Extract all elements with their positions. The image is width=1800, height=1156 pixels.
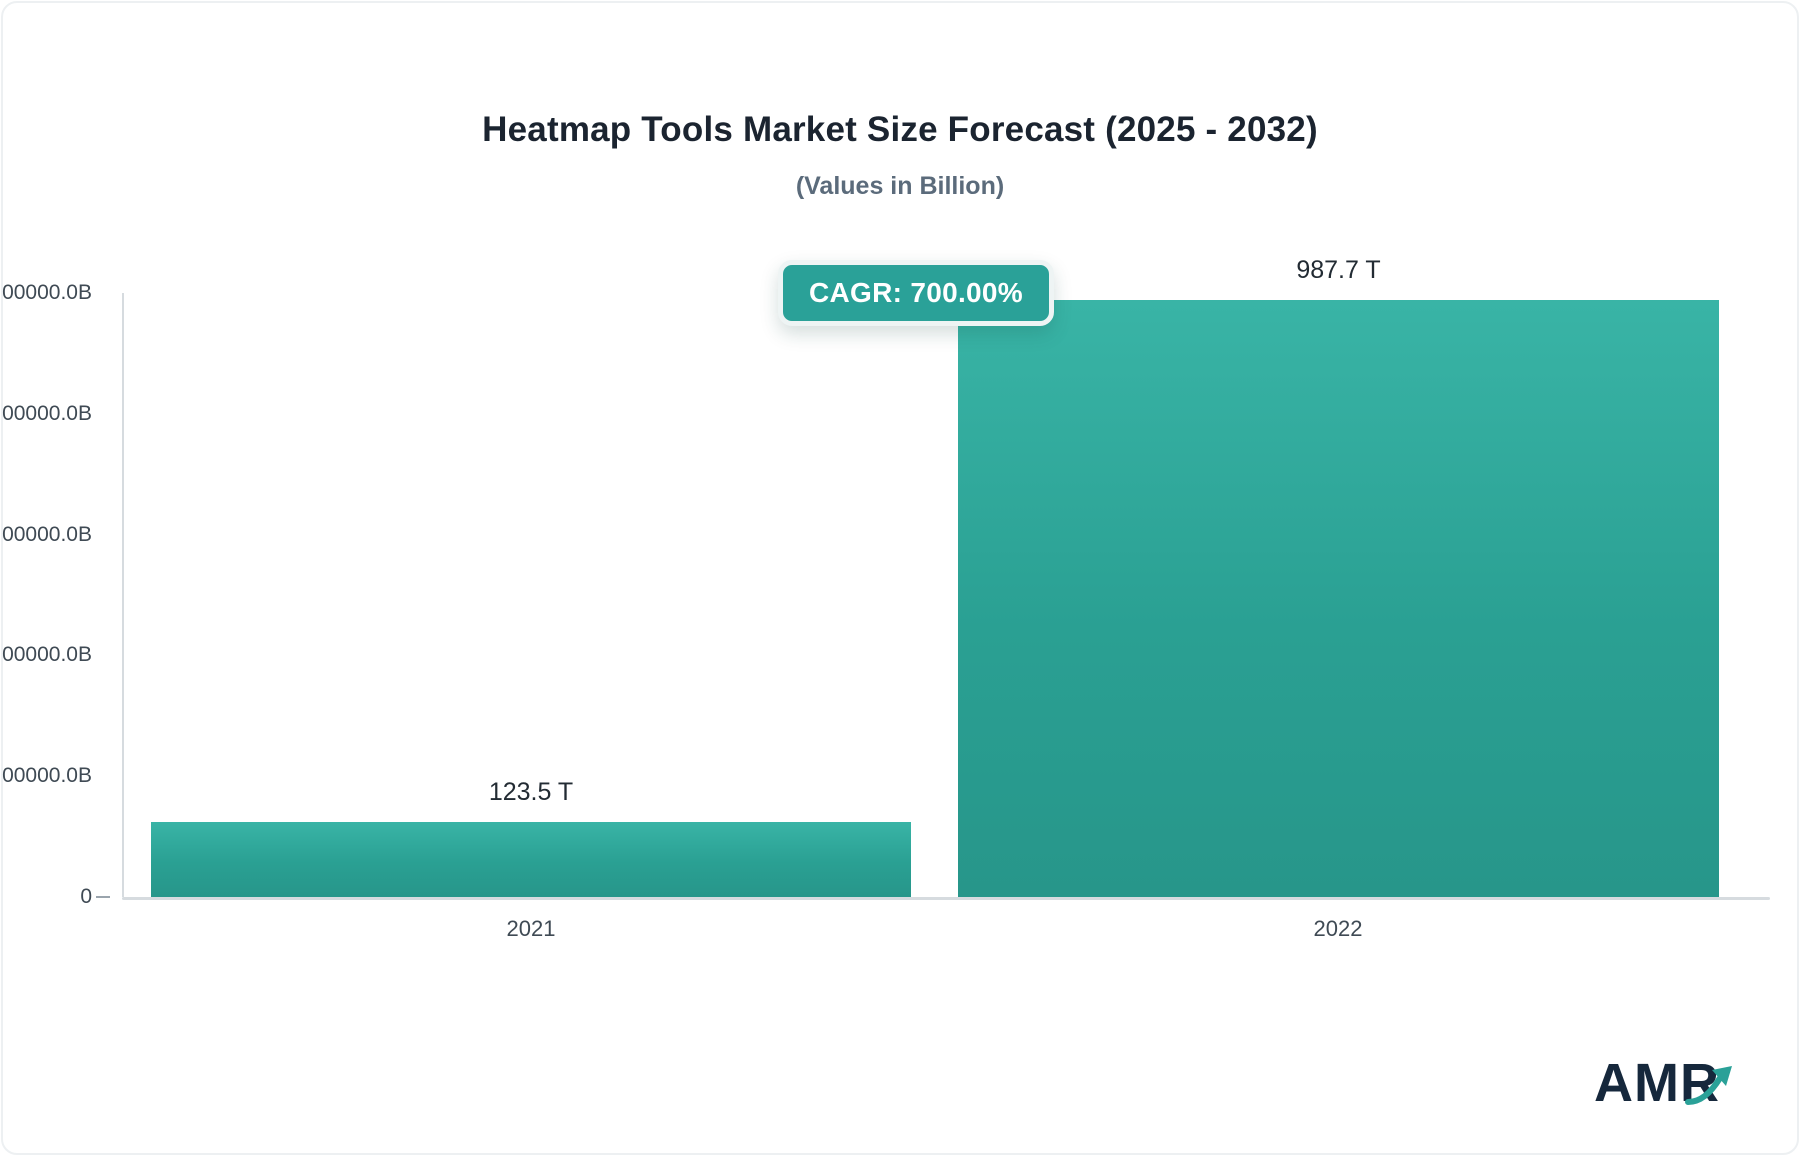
amr-logo: AMR xyxy=(1594,1052,1732,1113)
y-axis-labels: 00000.0B 00000.0B 00000.0B 00000.0B 00000.0B… xyxy=(0,281,106,908)
y-tick-label: 00000.0B xyxy=(2,522,92,546)
cagr-badge: CAGR: 700.00% xyxy=(778,260,1054,326)
y-axis-line xyxy=(122,293,124,897)
bar-group-2021: 123.5 T xyxy=(151,293,911,897)
zero-tick-mark xyxy=(96,896,110,898)
chart-subtitle: (Values in Billion) xyxy=(795,172,1005,200)
y-tick-label: 00000.0B xyxy=(2,281,92,304)
bar-2022: 987.7 T xyxy=(958,256,1719,897)
bar-2021: 123.5 T xyxy=(151,778,911,897)
y-tick-label: 0 xyxy=(80,885,92,908)
y-tick-label: 00000.0B xyxy=(2,401,92,425)
plot-area: 123.5 T 987.7 T xyxy=(122,256,1720,897)
x-axis-line xyxy=(122,897,1770,900)
x-axis-label-2021: 2021 xyxy=(506,916,556,941)
bar-value-label-2021: 123.5 T xyxy=(488,778,574,807)
y-tick-label: 00000.0B xyxy=(2,764,92,788)
y-tick-label: 00000.0B xyxy=(2,643,92,667)
x-axis-label-2022: 2022 xyxy=(1313,916,1363,941)
bar-value-label-2022: 987.7 T xyxy=(1296,256,1381,285)
chart-title: Heatmap Tools Market Size Forecast (2025… xyxy=(482,110,1318,149)
bar-group-2022: 987.7 T xyxy=(958,256,1719,897)
growth-arrow-icon xyxy=(1685,1066,1732,1105)
